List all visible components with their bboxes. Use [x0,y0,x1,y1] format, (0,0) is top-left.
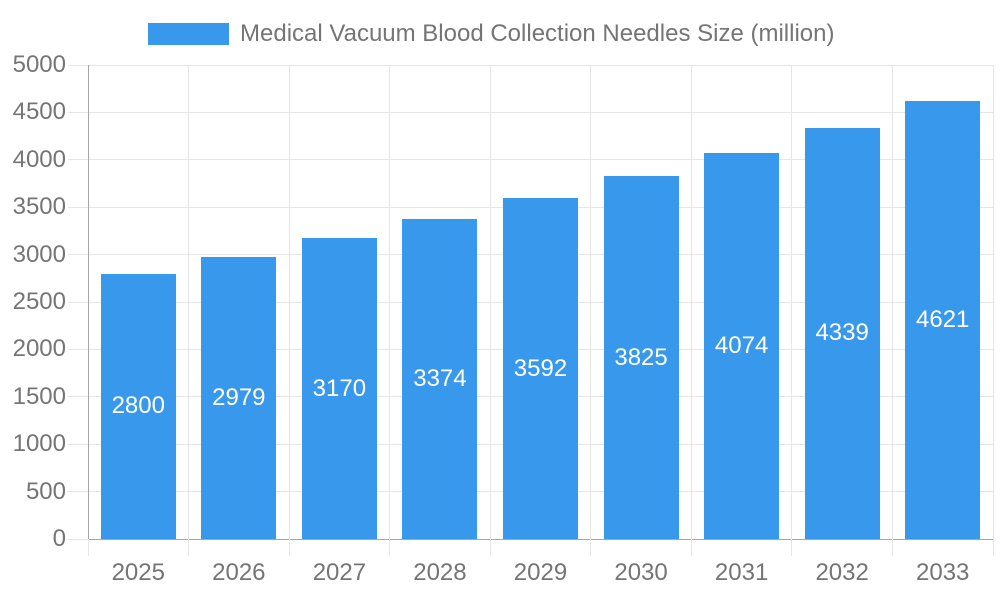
y-tick-label: 3000 [12,240,66,268]
x-tick-label: 2027 [312,559,367,586]
x-tick-label: 2033 [916,559,970,586]
x-tick-label: 2026 [212,559,266,586]
x-tick-label: 2032 [815,559,869,586]
y-axis-tick [68,491,88,493]
y-tick-label: 5000 [12,51,66,78]
x-axis-tick [389,539,391,556]
v-gridline [590,65,592,539]
bar[interactable]: 3592 [503,198,578,539]
x-tick-label: 2025 [111,559,165,586]
x-axis-tick [87,539,89,556]
bar-value-label: 4339 [815,319,869,347]
bar-value-label: 4621 [916,305,970,333]
y-axis-tick [68,111,88,113]
y-axis-tick [68,301,88,303]
y-tick-label: 4500 [12,98,66,126]
bar-value-label: 2800 [111,392,165,420]
bar[interactable]: 3374 [402,219,478,539]
x-axis-tick [690,539,692,556]
v-gridline [288,65,290,539]
v-gridline [389,65,391,539]
bar-value-label: 3170 [312,374,367,402]
y-axis-line [88,65,89,539]
x-axis-tick [590,539,592,556]
x-tick-label: 2030 [614,559,668,586]
x-axis-tick [188,539,190,556]
y-tick-label: 0 [52,525,66,552]
y-tick-label: 2000 [12,335,66,363]
x-axis-tick [992,539,994,556]
y-tick-label: 4000 [12,145,66,173]
bar-value-label: 3374 [413,365,467,393]
x-tick-label: 2028 [413,559,467,586]
bar-value-label: 2979 [212,383,266,411]
bar[interactable]: 4339 [804,127,880,539]
y-axis-tick [68,206,88,208]
v-gridline [690,65,692,539]
chart-legend[interactable]: Medical Vacuum Blood Collection Needles … [148,20,834,48]
bar[interactable]: 4621 [905,100,981,539]
v-gridline [891,65,893,539]
v-gridline [188,65,190,539]
x-axis-tick [791,539,793,556]
y-axis-tick [68,443,88,445]
y-axis-tick [68,159,88,161]
x-axis-tick [891,539,893,556]
x-axis-tick [288,539,290,556]
y-axis-tick [68,254,88,256]
y-tick-label: 1000 [12,430,66,458]
bar-value-label: 3592 [513,354,568,382]
h-gridline [88,111,993,113]
x-axis-line [88,539,993,540]
legend-swatch-icon [148,23,229,45]
legend-label: Medical Vacuum Blood Collection Needles … [240,20,835,47]
bar-value-label: 3825 [614,343,668,371]
h-gridline [88,159,993,161]
y-axis-tick [68,64,88,66]
y-tick-label: 500 [25,477,66,505]
v-gridline [791,65,793,539]
v-gridline [992,65,994,539]
x-tick-label: 2031 [714,559,769,586]
bar[interactable]: 2979 [201,256,277,539]
bar[interactable]: 3825 [603,176,679,539]
plot-area: 2800 2979 3170 3374 3592 3825 4074 4339 4621 [88,64,994,539]
y-axis-tick [68,396,88,398]
bar[interactable]: 4074 [704,152,780,539]
y-tick-label: 1500 [12,382,66,410]
h-gridline [88,64,993,66]
bar[interactable]: 2800 [100,273,176,539]
y-axis-tick [68,538,88,540]
x-tick-label: 2029 [513,559,568,586]
y-tick-label: 3500 [12,193,66,221]
y-axis-tick [68,348,88,350]
x-axis-tick [489,539,491,556]
y-tick-label: 2500 [12,288,66,315]
v-gridline [489,65,491,539]
bar[interactable]: 3170 [301,238,377,539]
bar-value-label: 4074 [714,331,769,359]
